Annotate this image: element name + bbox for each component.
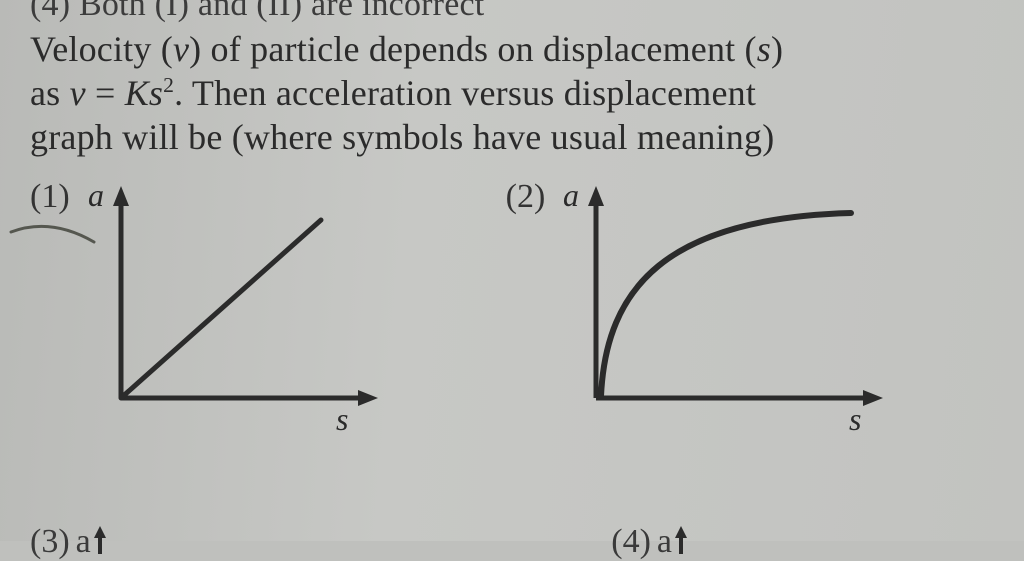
y-axis-label-1: a	[88, 178, 104, 213]
q-text-part: Velocity (	[30, 29, 173, 69]
arrow-up-icon	[672, 526, 690, 556]
q-text-part: as	[30, 73, 70, 113]
option-3-partial: (3) a	[30, 523, 109, 561]
pencil-tick-icon	[6, 212, 96, 262]
bottom-cutoff-row: (3) a (4) a	[30, 523, 990, 561]
option-4-partial: (4) a	[611, 523, 690, 561]
q-text-part: ) of particle depends on displacement (	[189, 29, 757, 69]
eq-s: s	[149, 73, 163, 113]
eq-equals: =	[86, 73, 125, 113]
option-number-1: (1)	[30, 178, 70, 216]
arrow-up-icon	[91, 526, 109, 556]
option-number-3: (3)	[30, 523, 70, 561]
options-row: (1) a s (2)	[30, 178, 996, 433]
var-s: s	[757, 29, 771, 69]
eq-sup-2: 2	[163, 73, 174, 97]
option-number-2: (2)	[506, 178, 546, 216]
eq-K: K	[125, 73, 149, 113]
q-text-part: . Then acceleration versus displacement	[174, 73, 756, 113]
eq-v: v	[70, 73, 86, 113]
y-axis-label-4: a	[657, 523, 672, 560]
option-2: (2) a s	[506, 178, 892, 433]
q-text-part: )	[771, 29, 783, 69]
prev-option-4: (4) Both (I) and (II) are incorrect	[30, 0, 996, 24]
y-axis-label-2: a	[563, 178, 579, 213]
page-scan: (4) Both (I) and (II) are incorrect Velo…	[0, 0, 1024, 541]
question-text: Velocity (v) of particle depends on disp…	[30, 28, 996, 160]
q-text-part: graph will be (where symbols have usual …	[30, 117, 774, 157]
graph-2: a s	[551, 178, 891, 433]
x-axis-label-1: s	[336, 401, 348, 433]
x-axis-label-2: s	[849, 401, 861, 433]
option-number-4: (4)	[611, 523, 651, 561]
graph-1: a s	[76, 178, 386, 433]
y-axis-label-3: a	[76, 523, 91, 560]
var-v: v	[173, 29, 189, 69]
